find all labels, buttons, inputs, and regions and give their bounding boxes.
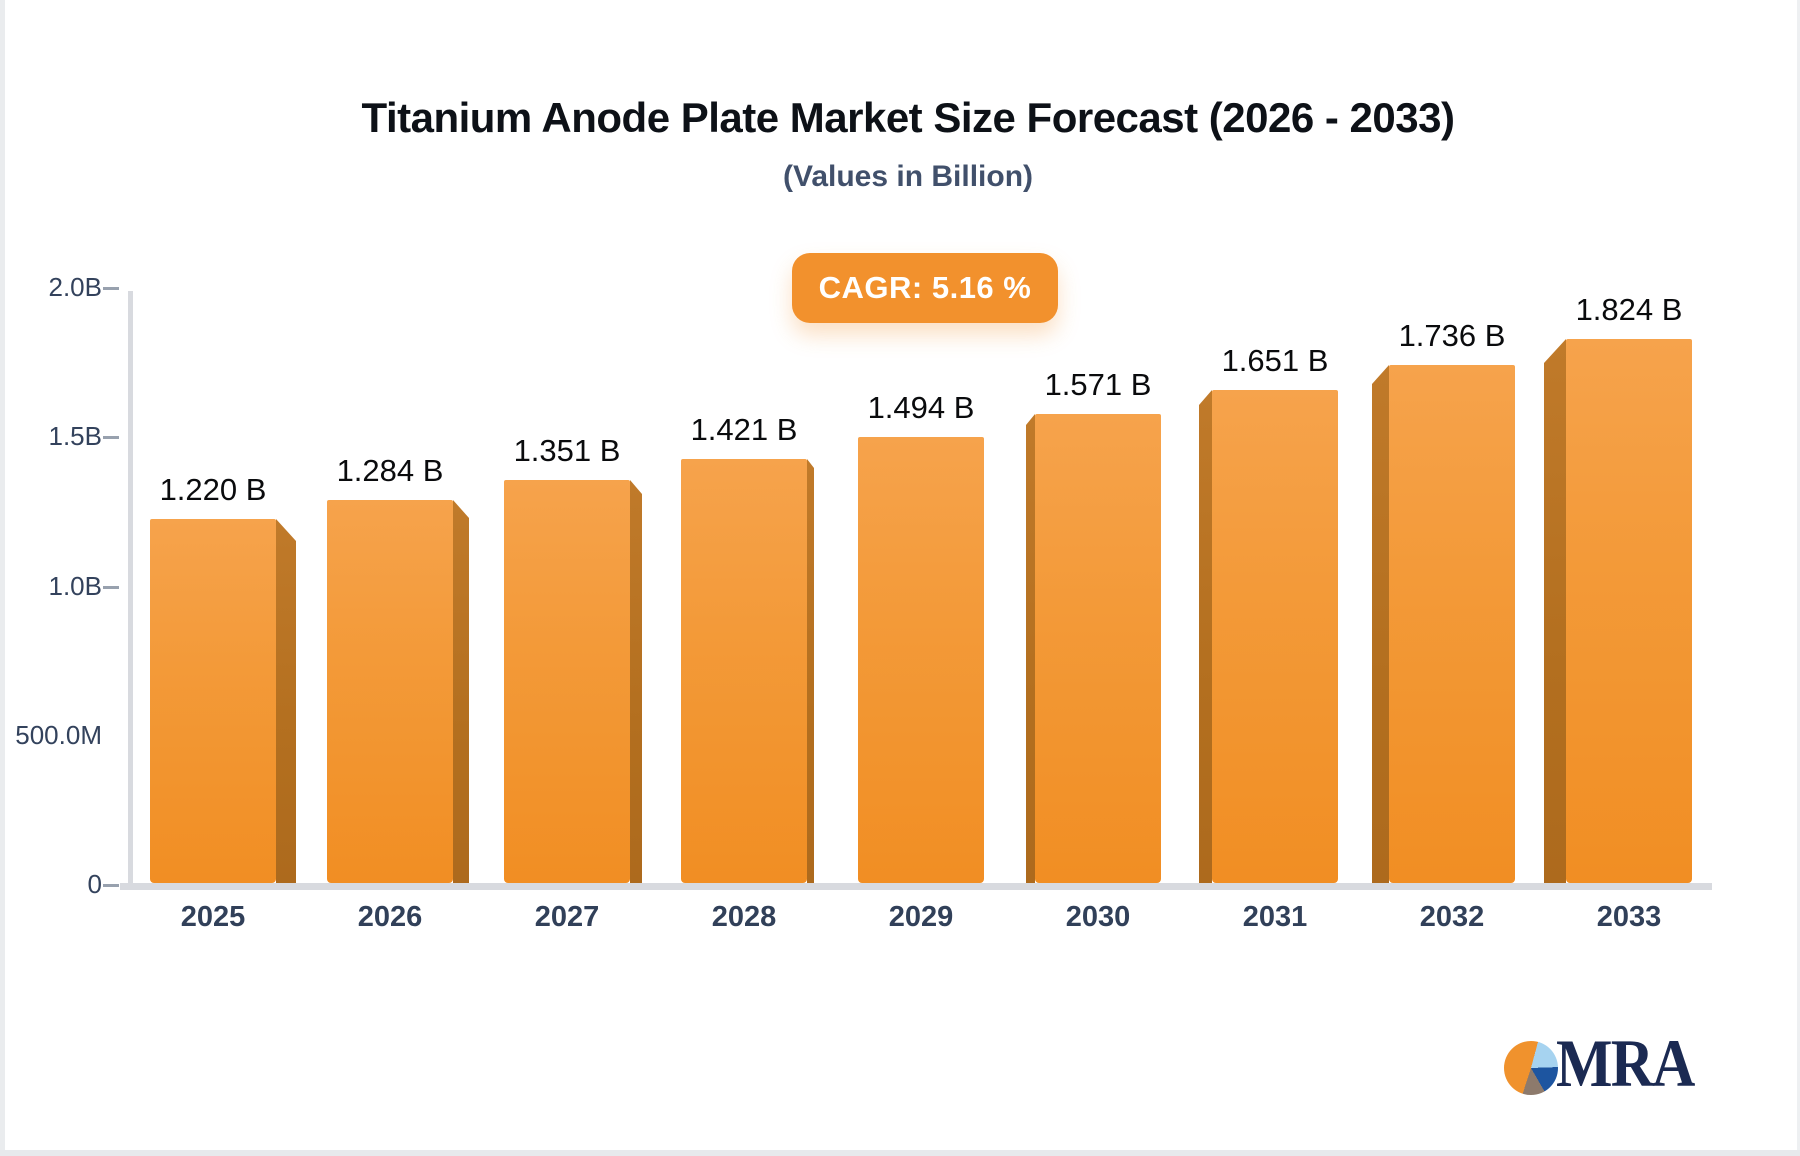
bar-value-label: 1.824 B [1575, 292, 1683, 327]
x-axis-label-2032: 2032 [1419, 901, 1485, 933]
mra-logo: MRA [1504, 1025, 1734, 1108]
bar-2028 [681, 459, 807, 883]
bottom-edge-border [0, 1150, 1800, 1156]
x-axis-baseline [120, 883, 1712, 890]
bar-value-label: 1.351 B [513, 433, 621, 468]
bar-2032 [1389, 365, 1515, 883]
x-axis-label-2025: 2025 [180, 901, 246, 933]
bar-value-label: 1.571 B [1044, 367, 1152, 402]
x-axis-label-2027: 2027 [534, 901, 600, 933]
cagr-badge-label: CAGR: 5.16 % [818, 270, 1032, 305]
bar-value-label: 1.284 B [336, 453, 444, 488]
bar-side-face [630, 480, 642, 883]
right-edge-border [1797, 0, 1800, 1156]
bar-value-label: 1.736 B [1398, 318, 1506, 353]
bar-side-face [453, 500, 469, 883]
bar-value-label: 1.651 B [1221, 343, 1329, 378]
bar-2031 [1212, 390, 1338, 883]
bar-side-face [807, 459, 814, 883]
bar-value-label: 1.220 B [159, 472, 267, 507]
y-axis-tick-label: 1.0B [48, 570, 103, 601]
y-axis-tick-dash [103, 884, 119, 887]
x-axis-label-2028: 2028 [711, 901, 777, 933]
bar-2030 [1035, 414, 1161, 883]
bar-2026 [327, 500, 453, 883]
x-axis-label-2026: 2026 [357, 901, 423, 933]
bar-value-label: 1.421 B [690, 412, 798, 447]
bar-side-face [1199, 390, 1212, 883]
y-axis-tick-label: 2.0B [48, 272, 103, 302]
y-axis-tick-dash [103, 287, 119, 290]
x-axis-label-2029: 2029 [888, 901, 954, 933]
bar-side-face [276, 519, 296, 883]
y-axis-tick-dash [103, 585, 119, 589]
pie-chart-icon [1504, 1041, 1558, 1095]
bar-2033 [1566, 339, 1692, 883]
x-axis-label-2031: 2031 [1242, 901, 1308, 933]
chart-subtitle: (Values in Billion) [782, 160, 1034, 193]
x-axis-label-2033: 2033 [1596, 901, 1662, 933]
y-axis-tick-dash [103, 436, 119, 440]
y-axis-tick-label: 1.5B [48, 421, 103, 452]
y-axis-tick-label: 0 [87, 869, 102, 899]
x-axis-label-2030: 2030 [1065, 901, 1131, 933]
bar-2025 [150, 519, 276, 883]
bar-side-face [1372, 365, 1389, 883]
bar-side-face [1026, 414, 1035, 883]
left-edge-border [0, 0, 5, 1156]
cagr-badge: CAGR: 5.16 % [792, 253, 1058, 323]
bar-value-label: 1.494 B [867, 390, 975, 425]
y-axis-tick-label: 500.0M [15, 719, 102, 750]
bar-2029 [858, 437, 984, 883]
logo-text: MRA [1556, 1025, 1695, 1101]
y-axis-line [128, 291, 133, 885]
chart-title: Titanium Anode Plate Market Size Forecas… [361, 94, 1455, 141]
bar-2027 [504, 480, 630, 883]
bar-side-face [1544, 339, 1566, 883]
